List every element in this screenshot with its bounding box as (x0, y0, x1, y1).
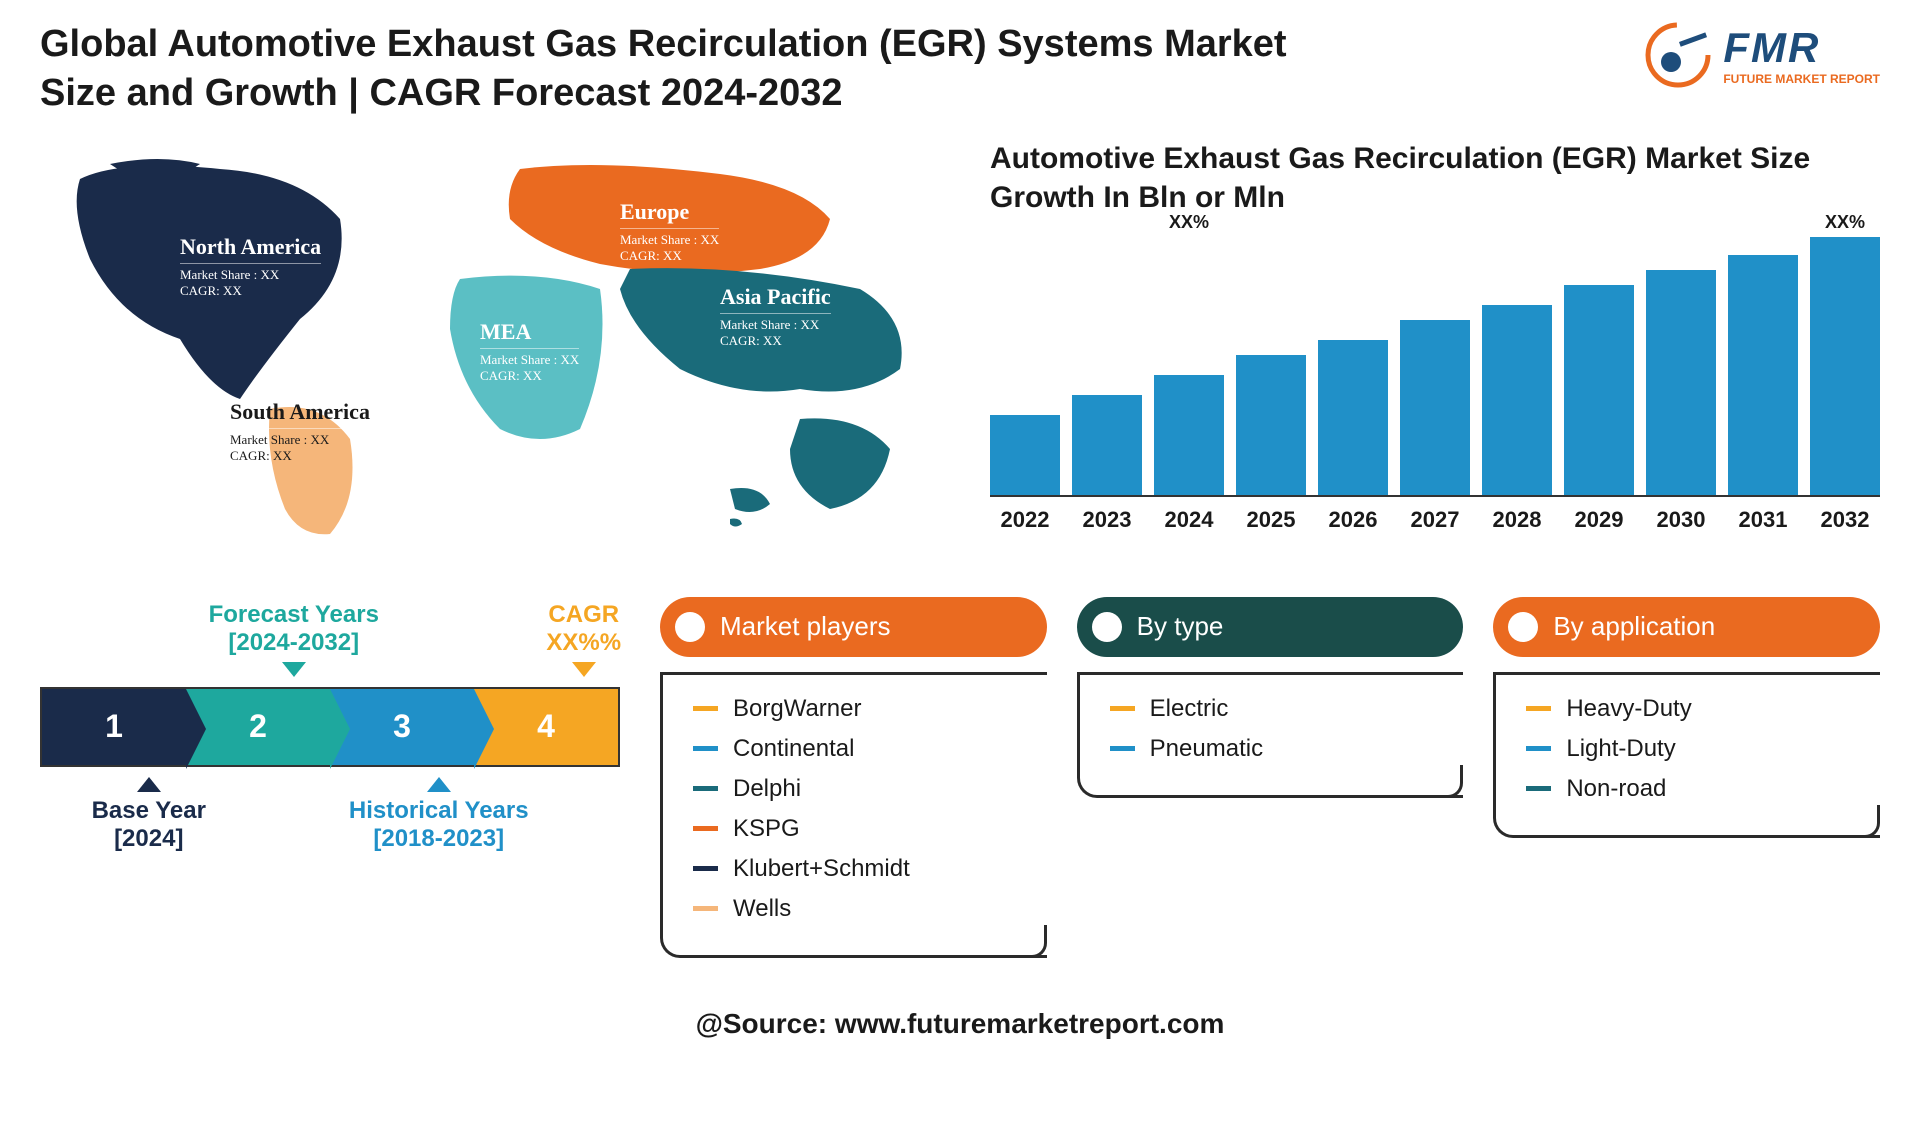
category-header: By type (1077, 597, 1464, 657)
timeline-segment-4: 4 (474, 689, 618, 765)
year-label: 2028 (1482, 507, 1552, 533)
category-market-players: Market players BorgWarner Continental Delph… (660, 597, 1047, 958)
region-label-europe: EuropeMarket Share : XXCAGR: XX (620, 199, 719, 264)
category-item: KSPG (693, 815, 1037, 843)
bar-2023 (1072, 237, 1142, 495)
category-item: Wells (693, 895, 1037, 923)
timeline-label: Historical Years[2018-2023] (330, 777, 548, 853)
page-title: Global Automotive Exhaust Gas Recirculat… (40, 20, 1340, 119)
region-label-mea: MEAMarket Share : XXCAGR: XX (480, 319, 579, 384)
category-item: BorgWarner (693, 695, 1037, 723)
timeline-segment-2: 2 (186, 689, 330, 765)
logo: FMR FUTURE MARKET REPORT (1643, 20, 1880, 90)
bar-2025 (1236, 237, 1306, 495)
bar-chart-section: Automotive Exhaust Gas Recirculation (EG… (990, 139, 1880, 557)
category-by-application: By application Heavy-Duty Light-Duty Non-ro… (1493, 597, 1880, 958)
timeline-label: Forecast Years[2024-2032] (185, 601, 403, 677)
logo-main-text: FMR (1723, 24, 1880, 72)
bar-2022 (990, 237, 1060, 495)
timeline-segment-1: 1 (42, 689, 186, 765)
category-header: Market players (660, 597, 1047, 657)
bar-2024: XX% (1154, 237, 1224, 495)
bar-chart: XX% XX% 2022 2023 2024 2025 2026 2027 2028 2029 2… (990, 237, 1880, 557)
year-label: 2023 (1072, 507, 1142, 533)
category-header: By application (1493, 597, 1880, 657)
category-by-type: By type Electric Pneumatic (1077, 597, 1464, 958)
bar-2029 (1564, 237, 1634, 495)
timeline-bar: 1234 (40, 687, 620, 767)
timeline-label: Base Year[2024] (40, 777, 258, 853)
year-label: 2025 (1236, 507, 1306, 533)
bar-2028 (1482, 237, 1552, 495)
logo-sub-text: FUTURE MARKET REPORT (1723, 72, 1880, 86)
timeline-section: Forecast Years[2024-2032]CAGRXX%% 1234 B… (40, 597, 620, 958)
year-label: 2022 (990, 507, 1060, 533)
category-item: Light-Duty (1526, 735, 1870, 763)
world-map: North AmericaMarket Share : XXCAGR: XX So… (40, 139, 960, 539)
category-item: Non-road (1526, 775, 1870, 803)
year-label: 2031 (1728, 507, 1798, 533)
region-label-north-america: North AmericaMarket Share : XXCAGR: XX (180, 234, 321, 299)
year-label: 2032 (1810, 507, 1880, 533)
logo-icon (1643, 20, 1713, 90)
category-item: Klubert+Schmidt (693, 855, 1037, 883)
bar-annotation: XX% (1825, 212, 1865, 233)
category-item: Heavy-Duty (1526, 695, 1870, 723)
bar-2027 (1400, 237, 1470, 495)
bar-annotation: XX% (1169, 212, 1209, 233)
bar-2031 (1728, 237, 1798, 495)
region-label-south-america: South AmericaMarket Share : XXCAGR: XX (230, 399, 370, 464)
year-label: 2027 (1400, 507, 1470, 533)
source-text: @Source: www.futuremarketreport.com (0, 1008, 1920, 1040)
categories-section: Market players BorgWarner Continental Delph… (660, 597, 1880, 958)
category-item: Delphi (693, 775, 1037, 803)
bar-2026 (1318, 237, 1388, 495)
chart-title: Automotive Exhaust Gas Recirculation (EG… (990, 139, 1880, 217)
year-label: 2026 (1318, 507, 1388, 533)
year-label: 2029 (1564, 507, 1634, 533)
timeline-label: CAGRXX%% (475, 601, 693, 677)
region-label-asia-pacific: Asia PacificMarket Share : XXCAGR: XX (720, 284, 831, 349)
category-item: Pneumatic (1110, 735, 1454, 763)
timeline-segment-3: 3 (330, 689, 474, 765)
category-item: Electric (1110, 695, 1454, 723)
category-item: Continental (693, 735, 1037, 763)
bar-2030 (1646, 237, 1716, 495)
bar-2032: XX% (1810, 237, 1880, 495)
year-label: 2030 (1646, 507, 1716, 533)
year-label: 2024 (1154, 507, 1224, 533)
